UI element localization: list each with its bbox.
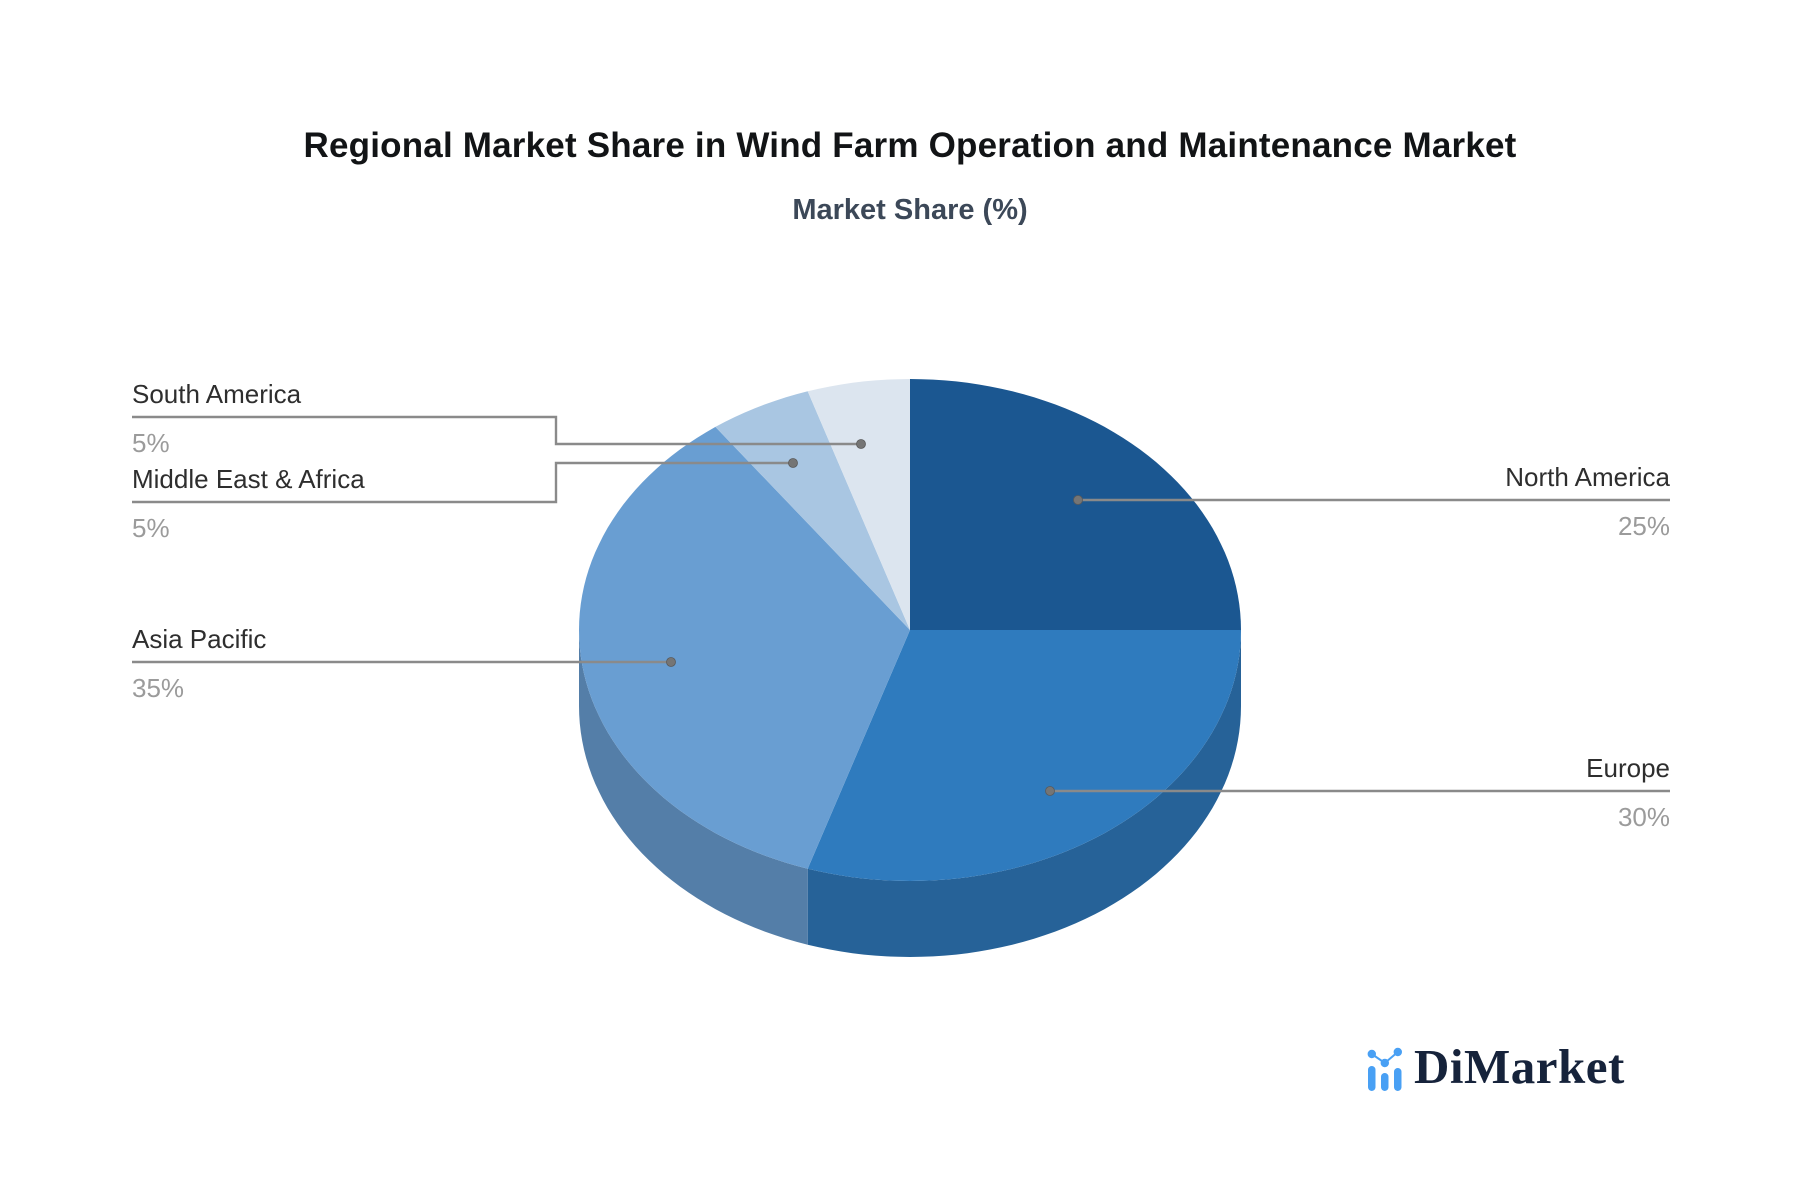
slice-value-middle-east-africa: 5% <box>132 513 170 543</box>
pie-slice-south-america[interactable] <box>807 379 910 630</box>
leader-line-middle-east-africa <box>132 461 793 504</box>
slice-label-asia-pacific: Asia Pacific <box>132 624 267 654</box>
chart-title: Regional Market Share in Wind Farm Opera… <box>303 126 1517 165</box>
pie-slice-side-asia-pacific <box>579 630 808 945</box>
slice-label-middle-east-africa: Middle East & Africa <box>132 464 365 494</box>
pie-slice-side-europe <box>807 630 1241 957</box>
slice-label-europe: Europe <box>1586 753 1670 783</box>
pie-slice-north-america[interactable] <box>910 379 1241 630</box>
leader-dot-europe <box>1045 786 1055 796</box>
slice-value-north-america: 25% <box>1617 511 1670 541</box>
slice-value-europe: 30% <box>1617 802 1670 832</box>
leader-dot-south-america <box>856 439 866 449</box>
bar-chart-logo-icon <box>1367 1047 1402 1091</box>
leader-line-south-america <box>132 415 861 446</box>
slice-value-asia-pacific: 35% <box>132 673 185 703</box>
pie-slice-asia-pacific[interactable] <box>579 426 910 869</box>
slice-value-south-america: 5% <box>132 428 170 458</box>
pie-slice-europe[interactable] <box>807 630 1241 881</box>
leader-dot-middle-east-africa <box>788 458 798 468</box>
slice-label-north-america: North America <box>1505 462 1670 492</box>
leader-dot-north-america <box>1073 495 1083 505</box>
brand-name: DiMarket <box>1414 1039 1625 1094</box>
pie-slice-middle-east-africa[interactable] <box>715 391 910 630</box>
brand-logo: DiMarket <box>1360 1038 1625 1092</box>
slice-label-south-america: South America <box>132 379 302 409</box>
chart-subtitle: Market Share (%) <box>792 194 1028 226</box>
leader-dot-asia-pacific <box>666 657 676 667</box>
